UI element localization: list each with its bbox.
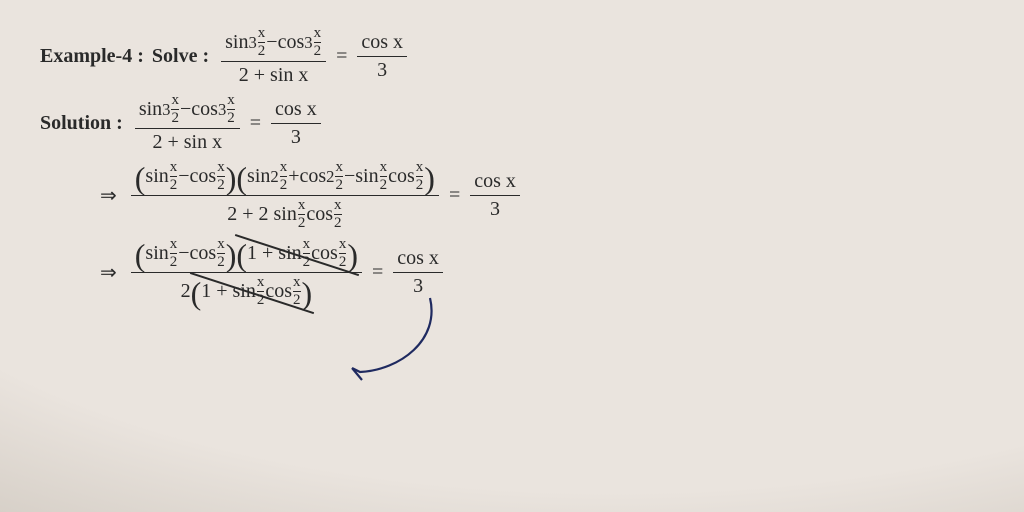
example-label: Example-4 :	[40, 45, 144, 68]
lparen-icon: (	[135, 166, 146, 192]
connector-path	[352, 298, 432, 380]
rhs-fraction: cos x 3	[393, 247, 443, 298]
x-over-2: x 2	[314, 26, 322, 59]
lparen-icon: (	[236, 166, 247, 192]
lhs-fraction-2: sin 3 x 2 − cos 3 x 2 2 + sin x	[135, 93, 240, 154]
expanded-fraction: ( sin x 2 − cos x 2 )	[131, 160, 439, 231]
equals: =	[336, 45, 347, 68]
page-surface: Example-4 : Solve : sin 3 x 2 − cos 3 x …	[0, 0, 1024, 512]
power-3: 3	[248, 33, 256, 53]
cancelled-term-num: ( 1 + sin x 2 cos x 2 )	[236, 237, 358, 270]
lhs-fraction-1: sin 3 x 2 − cos 3 x 2 2 + sin x	[221, 26, 326, 87]
cancelled-num: ( sin x 2 − cos x 2 )	[131, 237, 362, 272]
cos-text: cos	[278, 31, 305, 54]
rhs-fraction: cos x 3	[470, 170, 520, 221]
example-line: Example-4 : Solve : sin 3 x 2 − cos 3 x …	[40, 26, 984, 87]
solution-line: Solution : sin 3 x 2 − cos 3 x 2	[40, 93, 984, 154]
minus: −	[266, 31, 277, 54]
solution-label: Solution :	[40, 112, 123, 135]
rparen-icon: )	[226, 166, 237, 192]
power-3: 3	[304, 33, 312, 53]
implies-icon: ⇒	[100, 183, 117, 208]
cancelled-fraction: ( sin x 2 − cos x 2 )	[131, 237, 362, 308]
lhs1-denominator: 2 + sin x	[235, 62, 313, 87]
x-over-2: x 2	[258, 26, 266, 59]
step-line-1: ⇒ ( sin x 2 − cos x 2	[40, 160, 984, 231]
rparen-icon: )	[424, 166, 435, 192]
rhs-num: cos x	[357, 31, 407, 56]
cancelled-den: 2 ( 1 + sin x 2 cos x 2 )	[177, 273, 317, 308]
expanded-num: ( sin x 2 − cos x 2 )	[131, 160, 439, 195]
implies-icon: ⇒	[100, 260, 117, 285]
rhs-den: 3	[373, 57, 391, 82]
sin-text: sin	[225, 31, 248, 54]
step-line-2: ⇒ ( sin x 2 − cos x 2	[40, 237, 984, 308]
rhs-fraction: cos x 3	[357, 31, 407, 82]
rhs-fraction: cos x 3	[271, 98, 321, 149]
expanded-den: 2 + 2 sin x 2 cos x 2	[223, 196, 346, 231]
solve-label: Solve :	[152, 45, 209, 68]
cancelled-term-den: ( 1 + sin x 2 cos x 2 )	[191, 275, 313, 308]
lhs1-numerator: sin 3 x 2 − cos 3 x 2	[221, 26, 326, 61]
lhs2-numerator: sin 3 x 2 − cos 3 x 2	[135, 93, 240, 128]
